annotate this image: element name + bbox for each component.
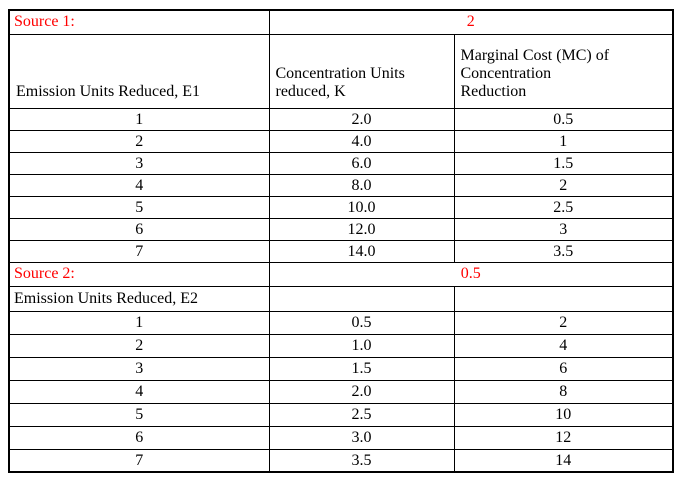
source1-row: Source 1: 2 xyxy=(8,9,674,35)
mc-value: 1.5 xyxy=(453,151,674,175)
column-header-k: Concentration Units reduced, K xyxy=(268,33,455,109)
table-row: 2 4.0 1 xyxy=(8,129,674,153)
column-header-mc-line1: Marginal Cost (MC) of xyxy=(460,46,610,64)
table-row: 1 2.0 0.5 xyxy=(8,107,674,131)
source2-value: 0.5 xyxy=(268,261,674,287)
table-row: 5 2.5 10 xyxy=(8,402,674,427)
k-value: 8.0 xyxy=(268,173,455,197)
source2-label: Source 2: xyxy=(8,261,270,287)
table-row: 7 14.0 3.5 xyxy=(8,239,674,263)
e2-value: 2 xyxy=(8,333,270,358)
column-header-k-line1: Concentration Units xyxy=(275,64,405,82)
mc-value: 2 xyxy=(453,310,674,335)
k-value: 3.0 xyxy=(268,425,455,450)
column-header-e2: Emission Units Reduced, E2 xyxy=(8,285,270,312)
table-row: 7 3.5 14 xyxy=(8,448,674,473)
k-value: 0.5 xyxy=(268,310,455,335)
e2-value: 3 xyxy=(8,356,270,381)
column-header-e1-line: Emission Units Reduced, E1 xyxy=(16,82,200,100)
table-row: 2 1.0 4 xyxy=(8,333,674,358)
source2-header-row: Emission Units Reduced, E2 xyxy=(8,285,674,312)
e1-value: 2 xyxy=(8,129,270,153)
e1-value: 7 xyxy=(8,239,270,263)
column-header-mc: Marginal Cost (MC) of Concentration Redu… xyxy=(453,33,674,109)
emissions-cost-table: Source 1: 2 Emission Units Reduced, E1 C… xyxy=(8,9,674,473)
table-row: 3 6.0 1.5 xyxy=(8,151,674,175)
mc-value: 14 xyxy=(453,448,674,473)
mc-value: 4 xyxy=(453,333,674,358)
k-value: 4.0 xyxy=(268,129,455,153)
table-row: 4 8.0 2 xyxy=(8,173,674,197)
mc-value: 3.5 xyxy=(453,239,674,263)
mc-value: 12 xyxy=(453,425,674,450)
k-value: 14.0 xyxy=(268,239,455,263)
table-row: 5 10.0 2.5 xyxy=(8,195,674,219)
mc-value: 10 xyxy=(453,402,674,427)
e1-value: 4 xyxy=(8,173,270,197)
column-header-k-line2: reduced, K xyxy=(275,82,346,100)
source1-header-row: Emission Units Reduced, E1 Concentration… xyxy=(8,33,674,109)
table-row: 6 12.0 3 xyxy=(8,217,674,241)
k-value: 2.0 xyxy=(268,107,455,131)
mc-value: 2.5 xyxy=(453,195,674,219)
empty-cell xyxy=(268,285,455,312)
mc-value: 2 xyxy=(453,173,674,197)
e1-value: 3 xyxy=(8,151,270,175)
mc-value: 8 xyxy=(453,379,674,404)
k-value: 2.5 xyxy=(268,402,455,427)
column-header-mc-line2: Concentration xyxy=(460,64,552,82)
e2-value: 1 xyxy=(8,310,270,335)
table-row: 1 0.5 2 xyxy=(8,310,674,335)
mc-value: 3 xyxy=(453,217,674,241)
k-value: 12.0 xyxy=(268,217,455,241)
table-row: 6 3.0 12 xyxy=(8,425,674,450)
k-value: 3.5 xyxy=(268,448,455,473)
mc-value: 1 xyxy=(453,129,674,153)
e2-value: 4 xyxy=(8,379,270,404)
e1-value: 6 xyxy=(8,217,270,241)
source1-label: Source 1: xyxy=(8,9,270,35)
mc-value: 0.5 xyxy=(453,107,674,131)
mc-value: 6 xyxy=(453,356,674,381)
table-row: 3 1.5 6 xyxy=(8,356,674,381)
e2-value: 7 xyxy=(8,448,270,473)
source2-row: Source 2: 0.5 xyxy=(8,261,674,287)
k-value: 10.0 xyxy=(268,195,455,219)
source1-value: 2 xyxy=(268,9,674,35)
k-value: 6.0 xyxy=(268,151,455,175)
column-header-e1: Emission Units Reduced, E1 xyxy=(8,33,270,109)
k-value: 1.0 xyxy=(268,333,455,358)
table-row: 4 2.0 8 xyxy=(8,379,674,404)
column-header-mc-line3: Reduction xyxy=(460,82,527,100)
k-value: 1.5 xyxy=(268,356,455,381)
e1-value: 1 xyxy=(8,107,270,131)
e1-value: 5 xyxy=(8,195,270,219)
e2-value: 6 xyxy=(8,425,270,450)
empty-cell xyxy=(453,285,674,312)
k-value: 2.0 xyxy=(268,379,455,404)
e2-value: 5 xyxy=(8,402,270,427)
